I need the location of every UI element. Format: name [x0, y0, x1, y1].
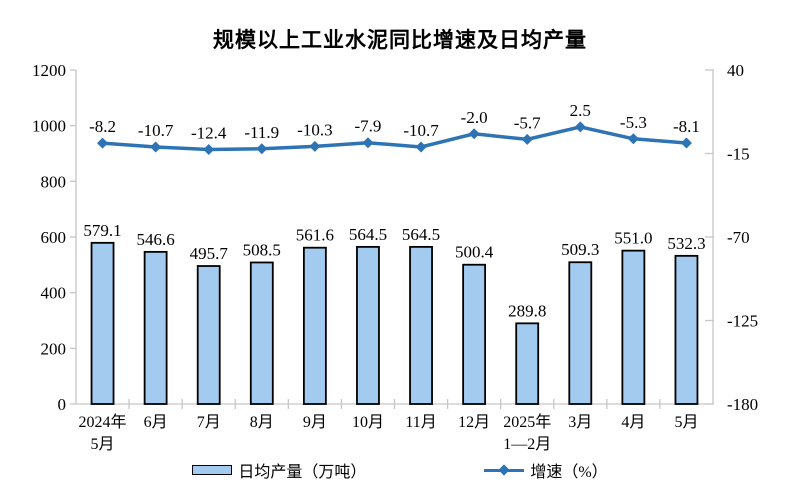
bar-value-label: 500.4 [455, 243, 494, 262]
x-axis-category-label: 3月 [568, 414, 592, 431]
right-axis-tick-label: -15 [727, 145, 750, 164]
line-value-label: -8.2 [89, 117, 116, 136]
bar-value-label: 509.3 [561, 240, 599, 259]
daily-output-bar [409, 245, 433, 405]
right-axis-tick-label: -70 [727, 228, 750, 247]
left-axis-tick-label: 800 [41, 172, 67, 191]
growth-rate-marker [415, 141, 427, 153]
growth-rate-line-swatch-icon [484, 464, 525, 476]
bar-value-label: 579.1 [83, 221, 121, 240]
bar-value-label: 564.5 [402, 225, 440, 244]
growth-rate-marker [680, 137, 692, 149]
legend-item-daily-output: 日均产量（万吨） [192, 458, 366, 482]
left-axis-tick-label: 200 [41, 339, 67, 358]
line-value-label: -10.7 [403, 121, 439, 140]
x-axis-category-label: 5月 [91, 436, 115, 453]
daily-output-bar [462, 263, 487, 405]
right-axis-tick-label: -125 [727, 312, 758, 331]
legend-item-growth-rate: 增速（%） [484, 458, 608, 482]
bar-value-label: 508.5 [243, 240, 281, 259]
daily-output-bar [90, 241, 115, 405]
line-value-label: -11.9 [244, 123, 279, 142]
line-value-label: -10.3 [297, 120, 332, 139]
x-axis-category-label: 10月 [352, 414, 384, 431]
growth-rate-marker [150, 141, 162, 153]
x-axis-category-label: 4月 [621, 414, 645, 431]
line-value-label: -2.0 [461, 108, 488, 127]
x-axis-category-label: 7月 [197, 414, 221, 431]
x-axis-category-label: 12月 [458, 414, 490, 431]
x-axis-category-label: 9月 [303, 414, 327, 431]
x-axis-category-label: 6月 [144, 414, 168, 431]
bar-value-label: 546.6 [137, 230, 175, 249]
line-value-label: -5.7 [514, 113, 541, 132]
x-axis-category-label: 2025年 [503, 413, 551, 431]
left-axis-tick-label: 0 [58, 395, 67, 414]
daily-output-bar [356, 245, 380, 405]
daily-output-bar [568, 261, 593, 405]
bar-value-label: 561.6 [296, 226, 334, 245]
x-axis-category-label: 2024年 [79, 413, 127, 431]
daily-output-bar [515, 322, 540, 405]
growth-rate-marker [256, 143, 268, 155]
bar-value-label: 532.3 [667, 234, 705, 253]
daily-output-bar-swatch-icon [192, 465, 233, 475]
daily-output-bar [196, 265, 221, 405]
daily-output-bar [249, 261, 274, 405]
growth-rate-marker [362, 137, 374, 149]
growth-rate-marker [574, 121, 586, 133]
growth-rate-line [102, 125, 687, 152]
bar-value-label: 495.7 [190, 244, 229, 263]
growth-rate-marker [468, 128, 480, 140]
right-axis-tick-label: 40 [727, 61, 744, 80]
line-value-label: 2.5 [570, 101, 591, 120]
chart-title: 规模以上工业水泥同比增速及日均产量 [213, 28, 587, 52]
x-axis-category-label: 11月 [405, 414, 436, 431]
bar-value-label: 551.0 [614, 229, 652, 248]
line-value-label: -7.9 [354, 117, 381, 136]
line-value-label: -5.3 [620, 113, 647, 132]
daily-output-bar [621, 249, 646, 405]
right-axis-tick-label: -180 [727, 395, 758, 414]
growth-rate-marker [309, 140, 321, 152]
diamond-marker-icon [498, 464, 510, 476]
growth-rate-marker [97, 137, 109, 149]
left-axis-tick-label: 400 [41, 284, 67, 303]
daily-output-legend-label: 日均产量（万吨） [238, 464, 367, 481]
x-axis-category-label: 5月 [674, 414, 698, 431]
daily-output-bar [143, 250, 168, 405]
daily-output-bar [674, 254, 699, 405]
left-axis-tick-label: 1000 [32, 117, 66, 136]
left-axis-tick-label: 1200 [32, 61, 66, 80]
bar-value-label: 564.5 [349, 225, 387, 244]
line-value-label: -8.1 [673, 117, 700, 136]
growth-rate-marker [521, 133, 533, 145]
growth-rate-marker [203, 144, 215, 156]
line-value-label: -10.7 [138, 121, 174, 140]
x-axis-category-label: 1—2月 [503, 436, 551, 453]
legend: 日均产量（万吨） 增速（%） [0, 458, 800, 482]
line-value-label: -12.4 [191, 124, 227, 143]
bar-value-label: 289.8 [508, 301, 546, 320]
x-axis-category-label: 8月 [250, 414, 274, 431]
growth-rate-marker [627, 133, 639, 145]
growth-rate-legend-label: 增速（%） [530, 464, 608, 481]
daily-output-bar [302, 246, 327, 405]
left-axis-tick-label: 600 [41, 228, 67, 247]
